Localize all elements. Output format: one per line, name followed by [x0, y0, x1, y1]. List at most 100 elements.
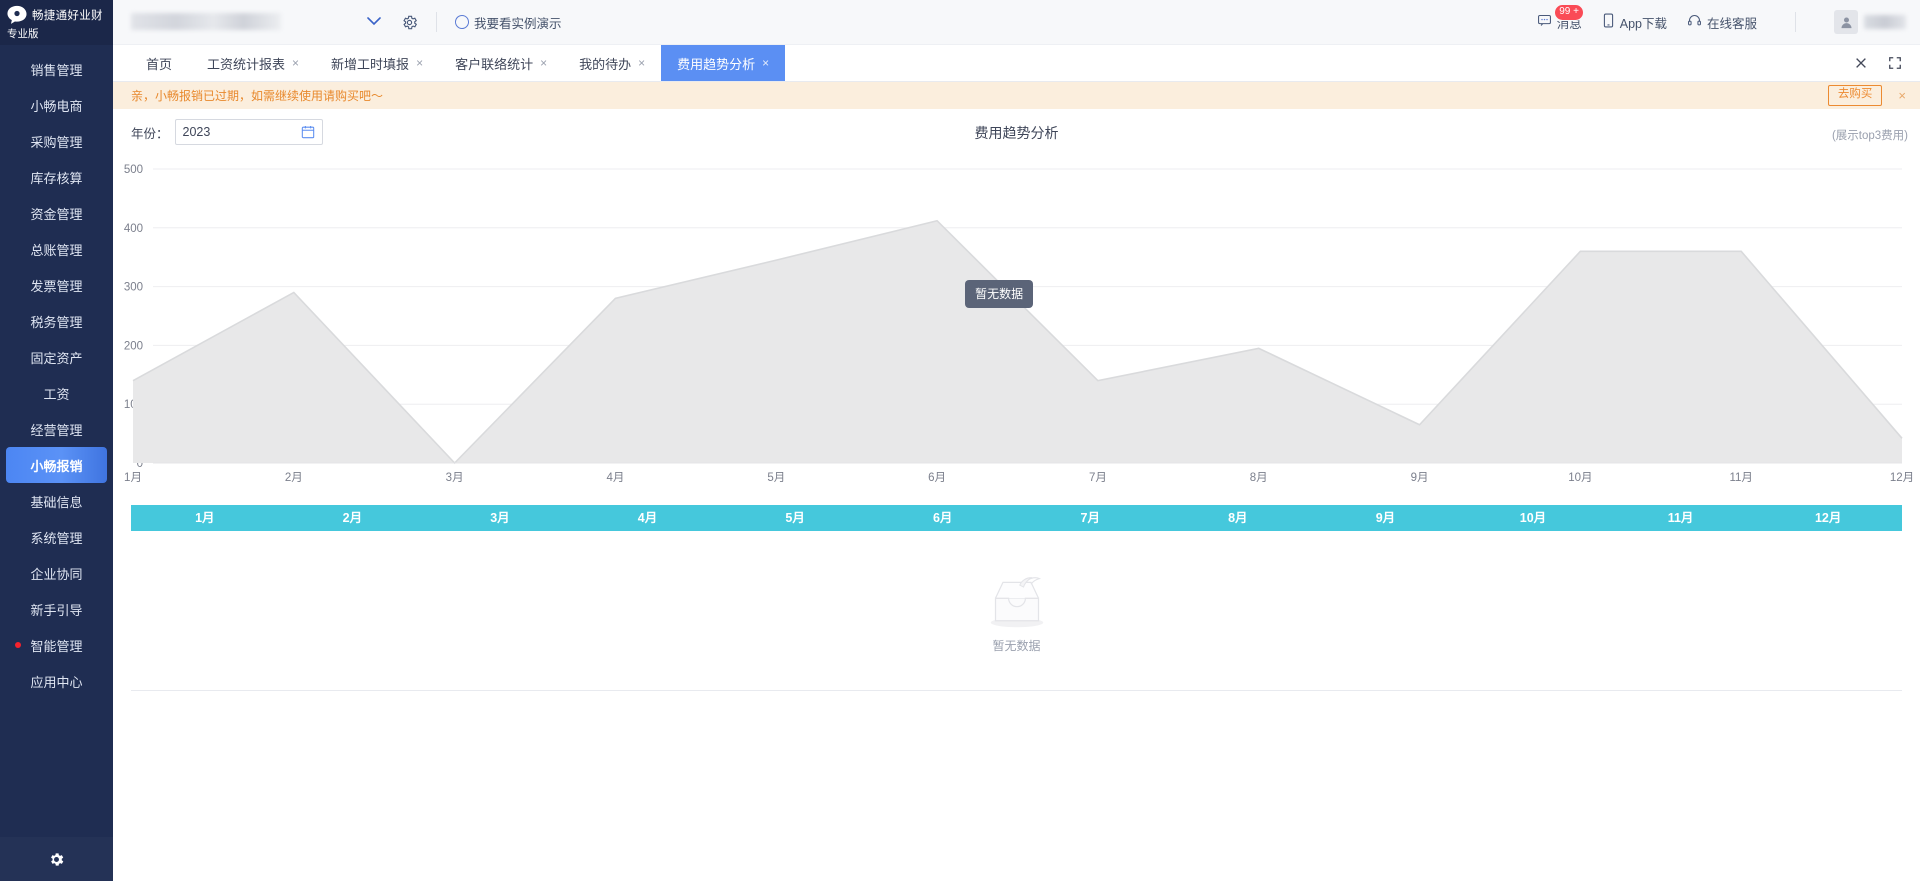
y-axis-tick-label: 0 [137, 458, 143, 470]
tab-close-icon[interactable]: × [292, 56, 300, 70]
x-axis-tick-label: 3月 [446, 472, 464, 484]
x-axis-tick-label: 4月 [607, 472, 625, 484]
sidebar-item-label: 基础信息 [30, 494, 83, 510]
x-axis-tick-label: 9月 [1411, 472, 1429, 484]
sidebar-item-label: 新手引导 [30, 602, 83, 618]
sidebar-item-14[interactable]: 企业协同 [6, 555, 107, 591]
expiry-notice-banner: 亲，小畅报销已过期，如需继续使用请购买吧～ 去购买 × [113, 82, 1920, 109]
close-icon[interactable] [1846, 48, 1876, 78]
tab-5[interactable]: 费用趋势分析 × [661, 45, 786, 81]
x-axis-tick-label: 8月 [1250, 472, 1268, 484]
year-input-value: 2023 [182, 125, 211, 139]
sidebar-item-1[interactable]: 小畅电商 [6, 87, 107, 123]
year-input[interactable]: 2023 [174, 119, 323, 145]
month-cell-11[interactable]: 11月 [1667, 511, 1694, 525]
sidebar: 畅捷通好业财 专业版 销售管理小畅电商采购管理库存核算资金管理 总账管理发票管理税… [0, 0, 113, 881]
sidebar-item-8[interactable]: 固定资产 [6, 339, 107, 375]
mobile-icon [1602, 13, 1615, 31]
empty-box-icon [990, 577, 1043, 628]
user-name-redacted [1864, 15, 1906, 29]
tab-label: 首页 [146, 56, 173, 72]
year-filter-label: 年份： [131, 126, 169, 141]
x-axis-tick-label: 2月 [285, 472, 303, 484]
x-axis-tick-label: 7月 [1089, 472, 1107, 484]
sidebar-item-16[interactable]: 智能管理 [6, 627, 107, 663]
sidebar-item-11[interactable]: 小畅报销 [6, 447, 107, 483]
tab-1[interactable]: 工资统计报表 × [191, 45, 315, 81]
org-selector[interactable] [131, 8, 381, 36]
gear-icon[interactable] [401, 14, 418, 31]
tab-label: 费用趋势分析 [677, 56, 756, 72]
sidebar-item-7[interactable]: 税务管理 [6, 303, 107, 339]
sidebar-item-label: 工资 [43, 386, 70, 402]
sidebar-item-15[interactable]: 新手引导 [6, 591, 107, 627]
month-cell-7[interactable]: 7月 [1080, 511, 1100, 525]
y-axis-tick-label: 500 [124, 164, 143, 176]
online-service-label: 在线客服 [1706, 16, 1757, 31]
brand-block: 畅捷通好业财 专业版 [0, 0, 113, 45]
tab-close-icon[interactable]: × [762, 56, 770, 70]
sidebar-item-label: 发票管理 [30, 278, 83, 294]
calendar-icon[interactable] [301, 125, 315, 139]
sidebar-item-5[interactable]: 总账管理 [6, 231, 107, 267]
tab-3[interactable]: 客户联络统计 × [439, 45, 563, 81]
tab-2[interactable]: 新增工时填报 × [315, 45, 439, 81]
tab-label: 我的待办 [579, 56, 632, 72]
sidebar-item-0[interactable]: 销售管理 [6, 51, 107, 87]
sidebar-item-label: 应用中心 [30, 674, 83, 690]
message-icon [1537, 13, 1552, 31]
demo-link-label: 我要看实例演示 [474, 16, 562, 31]
sidebar-item-label: 采购管理 [30, 134, 83, 150]
month-cell-10[interactable]: 10月 [1519, 511, 1547, 525]
month-cell-6[interactable]: 6月 [932, 511, 953, 525]
app-download-label: App下载 [1619, 16, 1667, 31]
month-cell-8[interactable]: 8月 [1228, 511, 1248, 525]
chevron-down-icon [367, 14, 381, 29]
empty-state-text: 暂无数据 [992, 639, 1041, 653]
user-avatar-icon [1834, 10, 1858, 34]
tab-close-icon[interactable]: × [540, 56, 548, 70]
sidebar-item-17[interactable]: 应用中心 [6, 663, 107, 699]
tab-0[interactable]: 首页 [127, 45, 191, 81]
fullscreen-icon[interactable] [1880, 48, 1910, 78]
user-menu[interactable] [1834, 10, 1906, 34]
sidebar-item-label: 企业协同 [30, 566, 83, 582]
sidebar-item-2[interactable]: 采购管理 [6, 123, 107, 159]
sidebar-item-9[interactable]: 工资 [6, 375, 107, 411]
notice-actions: 去购买 × [1827, 85, 1906, 106]
buy-button[interactable]: 去购买 [1827, 85, 1883, 106]
month-cell-12[interactable]: 12月 [1814, 511, 1842, 525]
window-controls [1846, 45, 1920, 81]
app-download-button[interactable]: App下载 [1602, 13, 1667, 32]
month-cell-4[interactable]: 4月 [637, 511, 658, 525]
sidebar-settings-button[interactable] [0, 837, 113, 881]
tab-4[interactable]: 我的待办 × [563, 45, 661, 81]
month-cell-3[interactable]: 3月 [490, 511, 510, 525]
sidebar-item-label: 库存核算 [30, 170, 83, 186]
notification-dot-icon [15, 642, 21, 648]
sidebar-item-6[interactable]: 发票管理 [6, 267, 107, 303]
online-service-button[interactable]: 在线客服 [1687, 13, 1757, 32]
tab-close-icon[interactable]: × [416, 56, 424, 70]
headset-icon [1687, 13, 1702, 31]
sidebar-item-12[interactable]: 基础信息 [6, 483, 107, 519]
sidebar-item-13[interactable]: 系统管理 [6, 519, 107, 555]
month-cell-5[interactable]: 5月 [785, 511, 805, 525]
demo-link[interactable]: 我要看实例演示 [453, 13, 562, 32]
month-cell-9[interactable]: 9月 [1375, 511, 1396, 525]
x-axis-tick-label: 6月 [928, 472, 946, 484]
tab-strip: 首页 工资统计报表 × 新增工时填报 × 客户联络统计 × 我的待办 × 费用趋势分析 × [113, 45, 1920, 82]
month-cell-1[interactable]: 1月 [195, 511, 215, 525]
messages-button[interactable]: 消息 99 + [1537, 3, 1585, 32]
close-icon[interactable]: × [1898, 87, 1906, 103]
sidebar-item-label: 税务管理 [30, 314, 83, 330]
sidebar-item-4[interactable]: 资金管理 [6, 195, 107, 231]
sidebar-item-10[interactable]: 经营管理 [6, 411, 107, 447]
tab-label: 新增工时填报 [331, 56, 410, 72]
month-cell-2[interactable]: 2月 [342, 511, 363, 525]
sidebar-item-label: 销售管理 [30, 62, 83, 78]
tab-close-icon[interactable]: × [638, 56, 646, 70]
x-axis-tick-label: 10月 [1568, 472, 1592, 484]
sidebar-item-3[interactable]: 库存核算 [6, 159, 107, 195]
sidebar-item-label: 小畅报销 [30, 458, 83, 474]
